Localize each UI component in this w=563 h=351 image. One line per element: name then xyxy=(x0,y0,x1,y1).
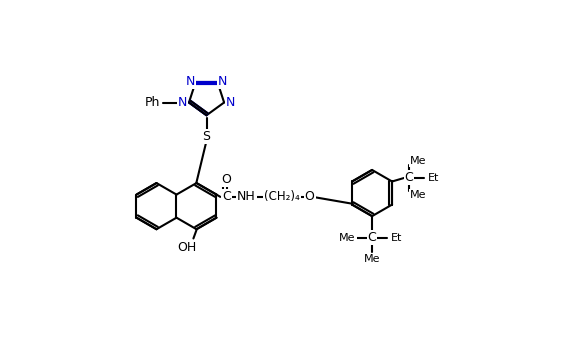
Text: C: C xyxy=(222,190,231,203)
Text: Me: Me xyxy=(364,254,381,264)
Text: Et: Et xyxy=(391,233,403,243)
Text: (CH₂)₄: (CH₂)₄ xyxy=(264,190,300,203)
Text: C: C xyxy=(405,171,413,184)
Text: N: N xyxy=(226,96,235,109)
Text: N: N xyxy=(178,96,187,109)
Text: Me: Me xyxy=(339,233,356,243)
Text: C: C xyxy=(368,231,377,244)
Text: S: S xyxy=(203,130,211,143)
Text: Me: Me xyxy=(410,156,427,166)
Text: N: N xyxy=(186,74,195,87)
Text: Ph: Ph xyxy=(145,96,160,109)
Text: O: O xyxy=(222,173,231,186)
Text: Me: Me xyxy=(410,190,427,200)
Text: OH: OH xyxy=(178,241,197,254)
Text: NH: NH xyxy=(237,190,256,203)
Text: Et: Et xyxy=(428,173,439,183)
Text: N: N xyxy=(218,74,227,87)
Text: O: O xyxy=(305,190,315,203)
